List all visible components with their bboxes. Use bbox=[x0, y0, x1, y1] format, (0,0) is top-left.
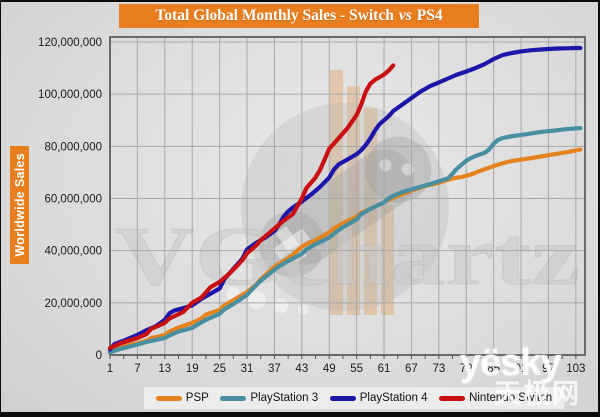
series-line-playstation-3 bbox=[107, 126, 583, 355]
legend-label: PSP bbox=[185, 392, 209, 404]
y-axis-labels: 0 20,000,000 40,000,000 60,000,000 80,000,00… bbox=[38, 37, 102, 362]
y-axis-title: Worldwide Sales bbox=[10, 146, 29, 264]
watermark-bubble bbox=[298, 305, 308, 315]
series-line-psp bbox=[107, 147, 583, 354]
gridlines bbox=[109, 37, 585, 356]
x-tick-label: 79 bbox=[460, 363, 473, 375]
legend-label: PlayStation 4 bbox=[359, 392, 428, 404]
legend-item-psp: PSP bbox=[155, 392, 209, 404]
x-tick-label: 7 bbox=[134, 363, 140, 375]
vgchartz-watermark: VGchartz bbox=[115, 70, 581, 315]
y-tick-label: 0 bbox=[96, 350, 102, 362]
x-tick-label: 91 bbox=[515, 363, 528, 375]
x-tick-label: 61 bbox=[378, 363, 391, 375]
frame-border-right bbox=[598, 0, 600, 417]
x-tick-label: 43 bbox=[295, 363, 308, 375]
x-tick-label: 55 bbox=[350, 363, 363, 375]
series-lines bbox=[107, 45, 583, 355]
y-tick-label: 60,000,000 bbox=[44, 194, 102, 206]
y-tick-label: 120,000,000 bbox=[38, 37, 102, 49]
x-axis-ticks bbox=[109, 355, 577, 359]
y-tick-label: 40,000,000 bbox=[44, 246, 102, 258]
legend-swatch bbox=[439, 395, 466, 401]
legend-swatch bbox=[329, 395, 356, 401]
y-tick-label: 100,000,000 bbox=[38, 89, 102, 101]
legend-label: Nintendo Switch bbox=[469, 392, 553, 404]
x-tick-label: 19 bbox=[186, 363, 199, 375]
chart-title: Total Global Monthly Sales - Switch vs P… bbox=[119, 4, 479, 28]
y-axis-title-text: Worldwide Sales bbox=[12, 153, 27, 257]
legend-swatch bbox=[220, 395, 247, 401]
x-tick-label: 49 bbox=[323, 363, 336, 375]
watermark-bubble bbox=[248, 291, 266, 309]
x-tick-label: 31 bbox=[241, 363, 254, 375]
x-tick-label: 1 bbox=[107, 363, 113, 375]
watermark-bar bbox=[330, 70, 343, 315]
x-tick-label: 103 bbox=[566, 363, 585, 375]
x-tick-label: 85 bbox=[487, 363, 500, 375]
x-axis-labels: 1 7 13 19 25 31 37 43 49 55 61 67 73 79 85 91 97 103 bbox=[107, 363, 586, 375]
series-line-nintendo-switch bbox=[107, 63, 396, 351]
x-tick-label: 67 bbox=[405, 363, 418, 375]
x-tick-label: 97 bbox=[542, 363, 555, 375]
plot-border bbox=[109, 36, 586, 356]
watermark-bar bbox=[364, 108, 377, 315]
legend-label: PlayStation 3 bbox=[250, 392, 319, 404]
y-tick-label: 80,000,000 bbox=[44, 141, 102, 153]
legend: PSP PlayStation 3 PlayStation 4 Nintendo Sw… bbox=[144, 387, 564, 409]
x-tick-label: 13 bbox=[158, 363, 171, 375]
chart-title-vs: vs bbox=[398, 7, 412, 24]
legend-item-nintendo-switch: Nintendo Switch bbox=[439, 392, 552, 404]
legend-swatch bbox=[155, 395, 182, 401]
y-tick-label: 20,000,000 bbox=[44, 298, 102, 310]
chart-title-console: PS4 bbox=[416, 7, 443, 24]
frame-border-bottom bbox=[0, 412, 600, 417]
legend-item-playstation-4: PlayStation 4 bbox=[329, 392, 428, 404]
legend-item-playstation-3: PlayStation 3 bbox=[220, 392, 318, 404]
chart-title-text: Total Global Monthly Sales - Switch bbox=[155, 7, 394, 24]
frame-border-top bbox=[0, 0, 600, 2]
frame-border-left bbox=[0, 0, 1, 417]
x-tick-label: 25 bbox=[213, 363, 226, 375]
x-tick-label: 37 bbox=[268, 363, 281, 375]
x-tick-label: 73 bbox=[432, 363, 445, 375]
